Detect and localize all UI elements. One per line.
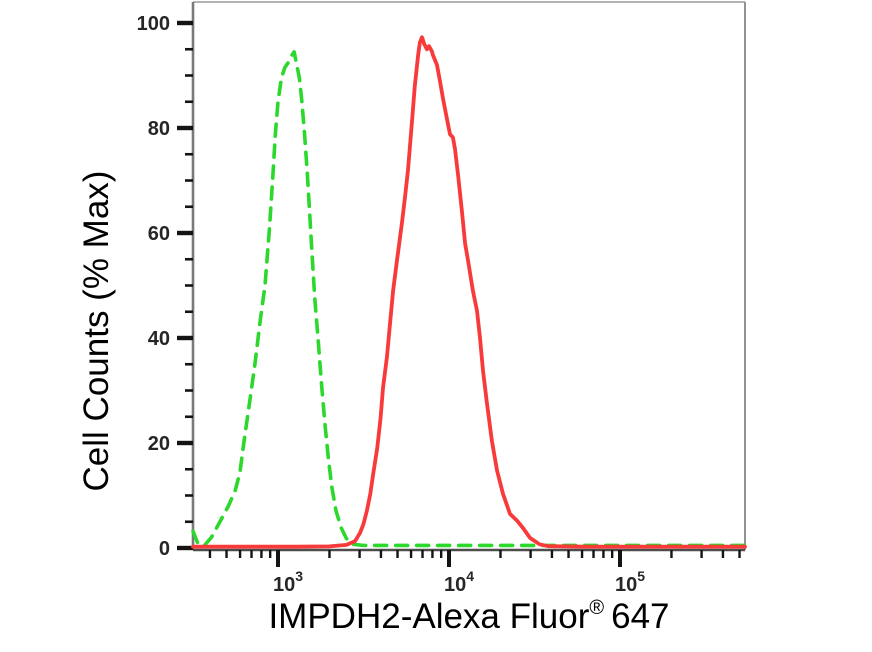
y-tick-label: 60	[148, 223, 170, 245]
y-tick-label: 80	[148, 118, 170, 140]
y-axis-ticks: 0 20 40 60 80 100	[137, 13, 193, 560]
y-tick-label: 40	[148, 328, 170, 350]
y-tick-label: 100	[137, 13, 170, 35]
x-tick-label: 105	[615, 568, 645, 596]
x-tick-label: 103	[273, 568, 303, 596]
sample-red-solid-curve	[191, 35, 747, 549]
x-axis-title: IMPDH2-Alexa Fluor® 647	[193, 597, 745, 637]
x-axis-ticks: 103 104 105	[208, 550, 741, 596]
y-tick-label: 0	[159, 538, 170, 560]
x-axis-title-suffix: 647	[611, 597, 670, 636]
control-green-dashed-curve	[191, 50, 747, 549]
y-tick-label: 20	[148, 433, 170, 455]
y-axis-title: Cell Counts (% Max)	[77, 170, 116, 492]
registered-trademark-symbol: ®	[589, 597, 605, 619]
x-tick-label: 104	[444, 568, 474, 596]
plot-frame	[191, 1, 746, 552]
x-axis-title-main: IMPDH2-Alexa Fluor	[268, 597, 590, 636]
